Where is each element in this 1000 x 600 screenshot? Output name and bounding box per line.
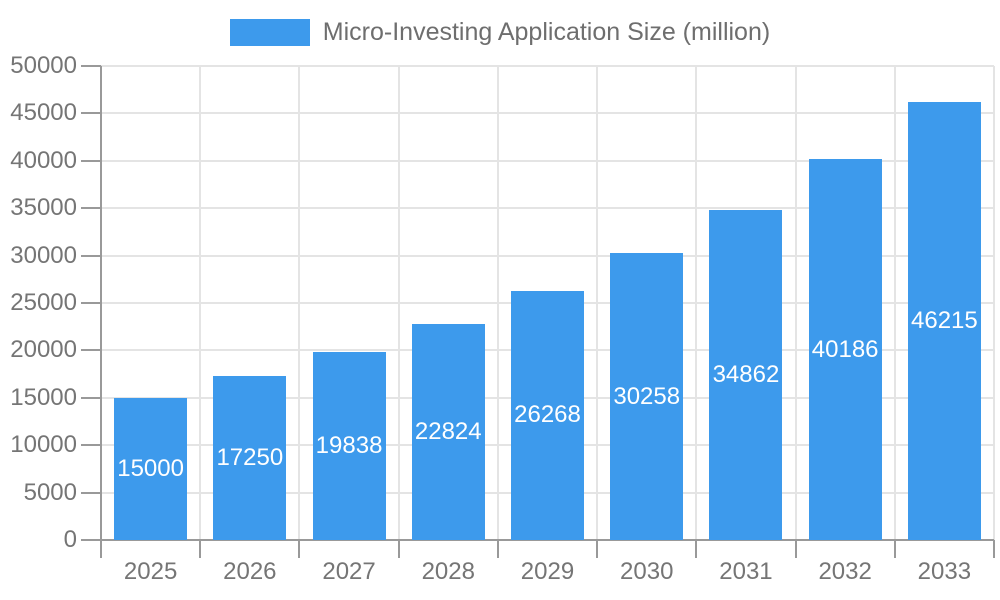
bar-value-label: 26268: [514, 401, 581, 429]
bar-value-label: 19838: [315, 431, 383, 459]
x-axis-label: 2026: [223, 558, 277, 585]
x-axis-label: 2025: [123, 558, 178, 585]
bar-value-label: 40186: [811, 335, 879, 363]
bar[interactable]: [114, 397, 188, 540]
y-axis-tick: [81, 254, 101, 257]
x-axis-label: 2033: [917, 558, 972, 585]
v-gridline: [496, 66, 499, 540]
x-axis-tick: [596, 540, 599, 558]
h-gridline: [101, 159, 994, 162]
y-axis-tick: [81, 396, 101, 399]
bar-value-label: 17250: [216, 444, 284, 472]
bar-value-label: 15000: [117, 454, 184, 482]
y-axis-line: [100, 66, 102, 558]
v-gridline: [695, 66, 698, 540]
x-axis-tick: [397, 540, 400, 558]
bar[interactable]: [808, 159, 882, 540]
y-axis-tick: [81, 302, 101, 304]
x-axis-line: [81, 539, 994, 541]
y-axis-tick: [81, 207, 101, 210]
x-axis-tick: [993, 540, 995, 558]
h-gridline: [101, 112, 994, 115]
h-gridline: [101, 254, 994, 257]
y-axis-tick: [81, 444, 101, 447]
y-axis-label: 30000: [10, 241, 77, 269]
bar-value-label: 34862: [712, 360, 780, 388]
bar[interactable]: [511, 290, 584, 540]
v-gridline: [893, 66, 896, 540]
v-gridline: [596, 66, 599, 540]
legend-label: Micro-Investing Application Size (millio…: [322, 18, 771, 46]
bar-value-label: 30258: [613, 382, 681, 410]
v-gridline: [794, 66, 797, 540]
h-gridline: [101, 207, 994, 210]
x-axis-tick: [695, 540, 698, 558]
x-axis-label: 2031: [719, 558, 773, 585]
chart-legend: Micro-Investing Application Size (millio…: [0, 18, 1000, 47]
v-gridline: [993, 66, 995, 540]
y-axis-label: 35000: [10, 194, 77, 222]
h-gridline: [101, 65, 994, 67]
legend-item[interactable]: Micro-Investing Application Size (millio…: [229, 18, 771, 47]
bar[interactable]: [610, 253, 684, 540]
v-gridline: [397, 66, 400, 540]
y-axis-label: 25000: [10, 289, 77, 316]
x-axis-tick: [298, 540, 301, 558]
y-axis-label: 40000: [10, 146, 77, 174]
y-axis-tick: [81, 491, 101, 494]
bar-value-label: 46215: [911, 306, 978, 334]
y-axis-label: 0: [63, 526, 77, 553]
y-axis-label: 15000: [10, 383, 77, 411]
x-axis-label: 2029: [520, 558, 575, 585]
bar[interactable]: [411, 323, 485, 540]
x-axis-label: 2032: [818, 558, 872, 585]
bar[interactable]: [312, 351, 386, 540]
bar-value-label: 22824: [414, 417, 482, 445]
x-axis-tick: [496, 540, 499, 558]
x-axis-label: 2028: [421, 558, 475, 585]
y-axis-tick: [81, 65, 101, 67]
y-axis-label: 45000: [10, 99, 77, 127]
legend-swatch: [229, 19, 310, 46]
x-axis-tick: [100, 540, 102, 558]
y-axis-tick: [81, 112, 101, 115]
y-axis-tick: [81, 539, 101, 541]
v-gridline: [298, 66, 301, 540]
x-axis-tick: [893, 540, 896, 558]
y-axis-tick: [81, 349, 101, 352]
y-axis-tick: [81, 159, 101, 162]
x-axis-tick: [199, 540, 202, 558]
v-gridline: [199, 66, 202, 540]
bar[interactable]: [213, 376, 287, 540]
x-axis-label: 2030: [620, 558, 674, 585]
y-axis-label: 5000: [23, 478, 77, 506]
bar[interactable]: [709, 209, 783, 540]
x-axis-tick: [794, 540, 797, 558]
y-axis-label: 10000: [10, 431, 77, 459]
y-axis-label: 50000: [10, 52, 77, 79]
x-axis-label: 2027: [322, 558, 376, 585]
bar[interactable]: [907, 101, 981, 540]
y-axis-label: 20000: [10, 336, 77, 364]
